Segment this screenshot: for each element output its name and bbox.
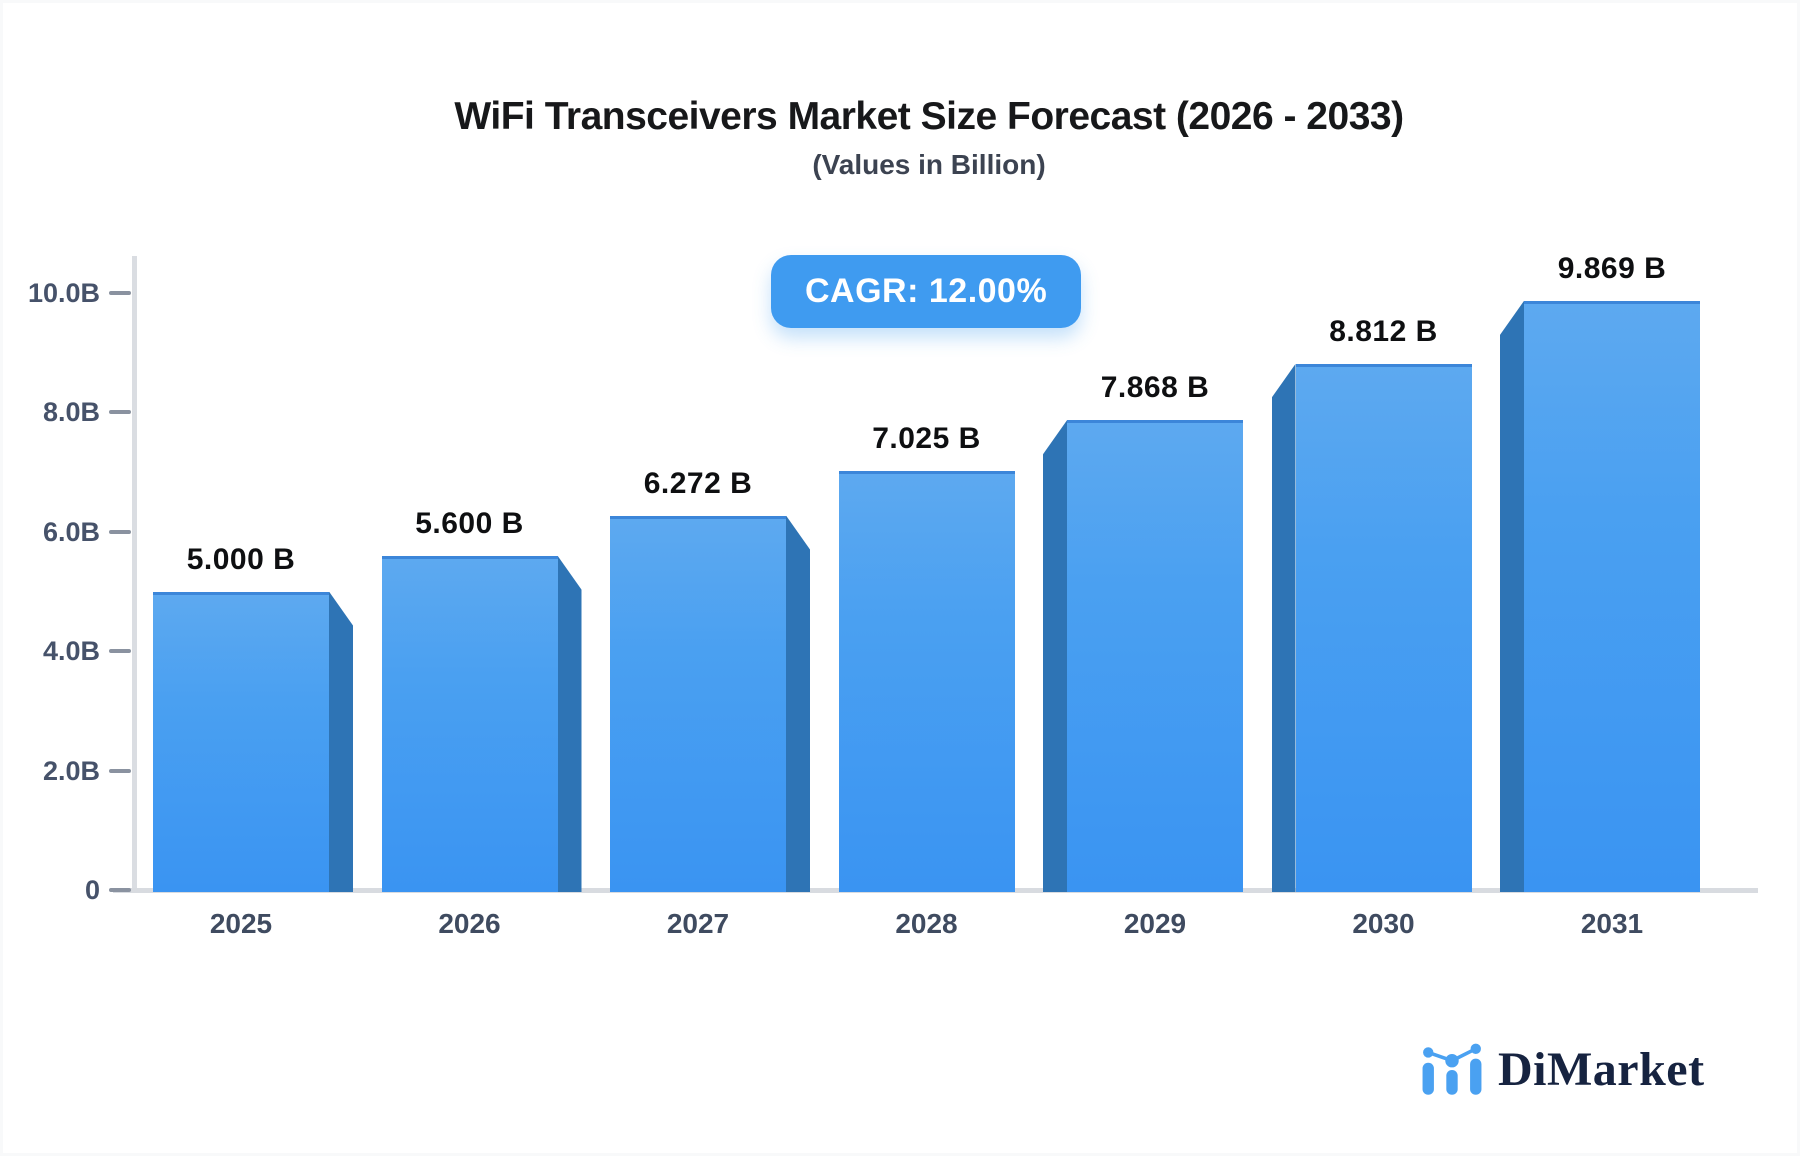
bar-line-chart-icon bbox=[1422, 1043, 1482, 1095]
bar-value-label: 7.025 B bbox=[872, 421, 981, 455]
x-axis-label: 2028 bbox=[895, 908, 958, 939]
chart-header: WiFi Transceivers Market Size Forecast (… bbox=[3, 95, 1797, 181]
bar-side bbox=[1043, 420, 1067, 892]
bar-value-label: 8.812 B bbox=[1329, 314, 1438, 348]
y-tick-mark bbox=[109, 888, 131, 892]
y-tick-label: 2.0B bbox=[42, 755, 100, 786]
bar-value-label: 5.000 B bbox=[186, 542, 296, 576]
brand-name: DiMarket bbox=[1498, 1043, 1705, 1096]
y-tick-mark bbox=[109, 410, 131, 415]
x-axis-label: 2026 bbox=[438, 908, 501, 939]
bar-value-label: 9.869 B bbox=[1557, 251, 1667, 285]
y-tick-mark bbox=[109, 768, 131, 773]
bar-face bbox=[1067, 420, 1243, 892]
y-axis-line bbox=[132, 256, 137, 888]
bar-face bbox=[610, 515, 786, 892]
bar-side bbox=[1271, 363, 1296, 892]
bar-face bbox=[153, 591, 329, 892]
bar-chart-plot: 0 2.0B 4.0B 6.0B 8.0B 10.0B 5.000 B 2025 5.600 B… bbox=[3, 3, 1797, 1153]
y-tick-mark bbox=[109, 529, 131, 534]
x-axis-label: 2029 bbox=[1123, 908, 1187, 939]
y-tick-label: 10.0B bbox=[27, 278, 100, 308]
x-axis-label: 2027 bbox=[666, 908, 730, 939]
x-axis-label: 2030 bbox=[1352, 908, 1415, 939]
y-tick-label: 8.0B bbox=[42, 397, 100, 428]
bar-face bbox=[1524, 300, 1700, 892]
bar-face bbox=[838, 470, 1015, 892]
y-tick-label: 4.0B bbox=[42, 636, 100, 667]
brand-logo: DiMarket bbox=[1421, 1043, 1705, 1097]
x-axis-label: 2025 bbox=[209, 908, 273, 939]
bar-side bbox=[1500, 300, 1524, 892]
bar-face bbox=[381, 555, 558, 892]
y-tick-mark bbox=[109, 649, 131, 654]
bar-value-label: 5.600 B bbox=[415, 506, 524, 540]
bar-side bbox=[557, 555, 582, 892]
cagr-badge: CAGR: 12.00% bbox=[771, 255, 1082, 328]
y-tick-label: 0 bbox=[84, 875, 100, 905]
y-tick-label: 6.0B bbox=[42, 516, 100, 547]
x-axis-label: 2031 bbox=[1580, 908, 1644, 939]
bar-side bbox=[786, 515, 810, 892]
chart-subtitle: (Values in Billion) bbox=[812, 149, 1046, 180]
bar-value-label: 6.272 B bbox=[643, 466, 753, 500]
bar-face bbox=[1295, 363, 1472, 892]
cagr-badge-label: CAGR: 12.00% bbox=[805, 272, 1048, 310]
bar-side bbox=[329, 591, 353, 892]
y-tick-mark bbox=[109, 291, 131, 295]
bar-value-label: 7.868 B bbox=[1100, 371, 1210, 405]
chart-title: WiFi Transceivers Market Size Forecast (… bbox=[454, 95, 1404, 138]
